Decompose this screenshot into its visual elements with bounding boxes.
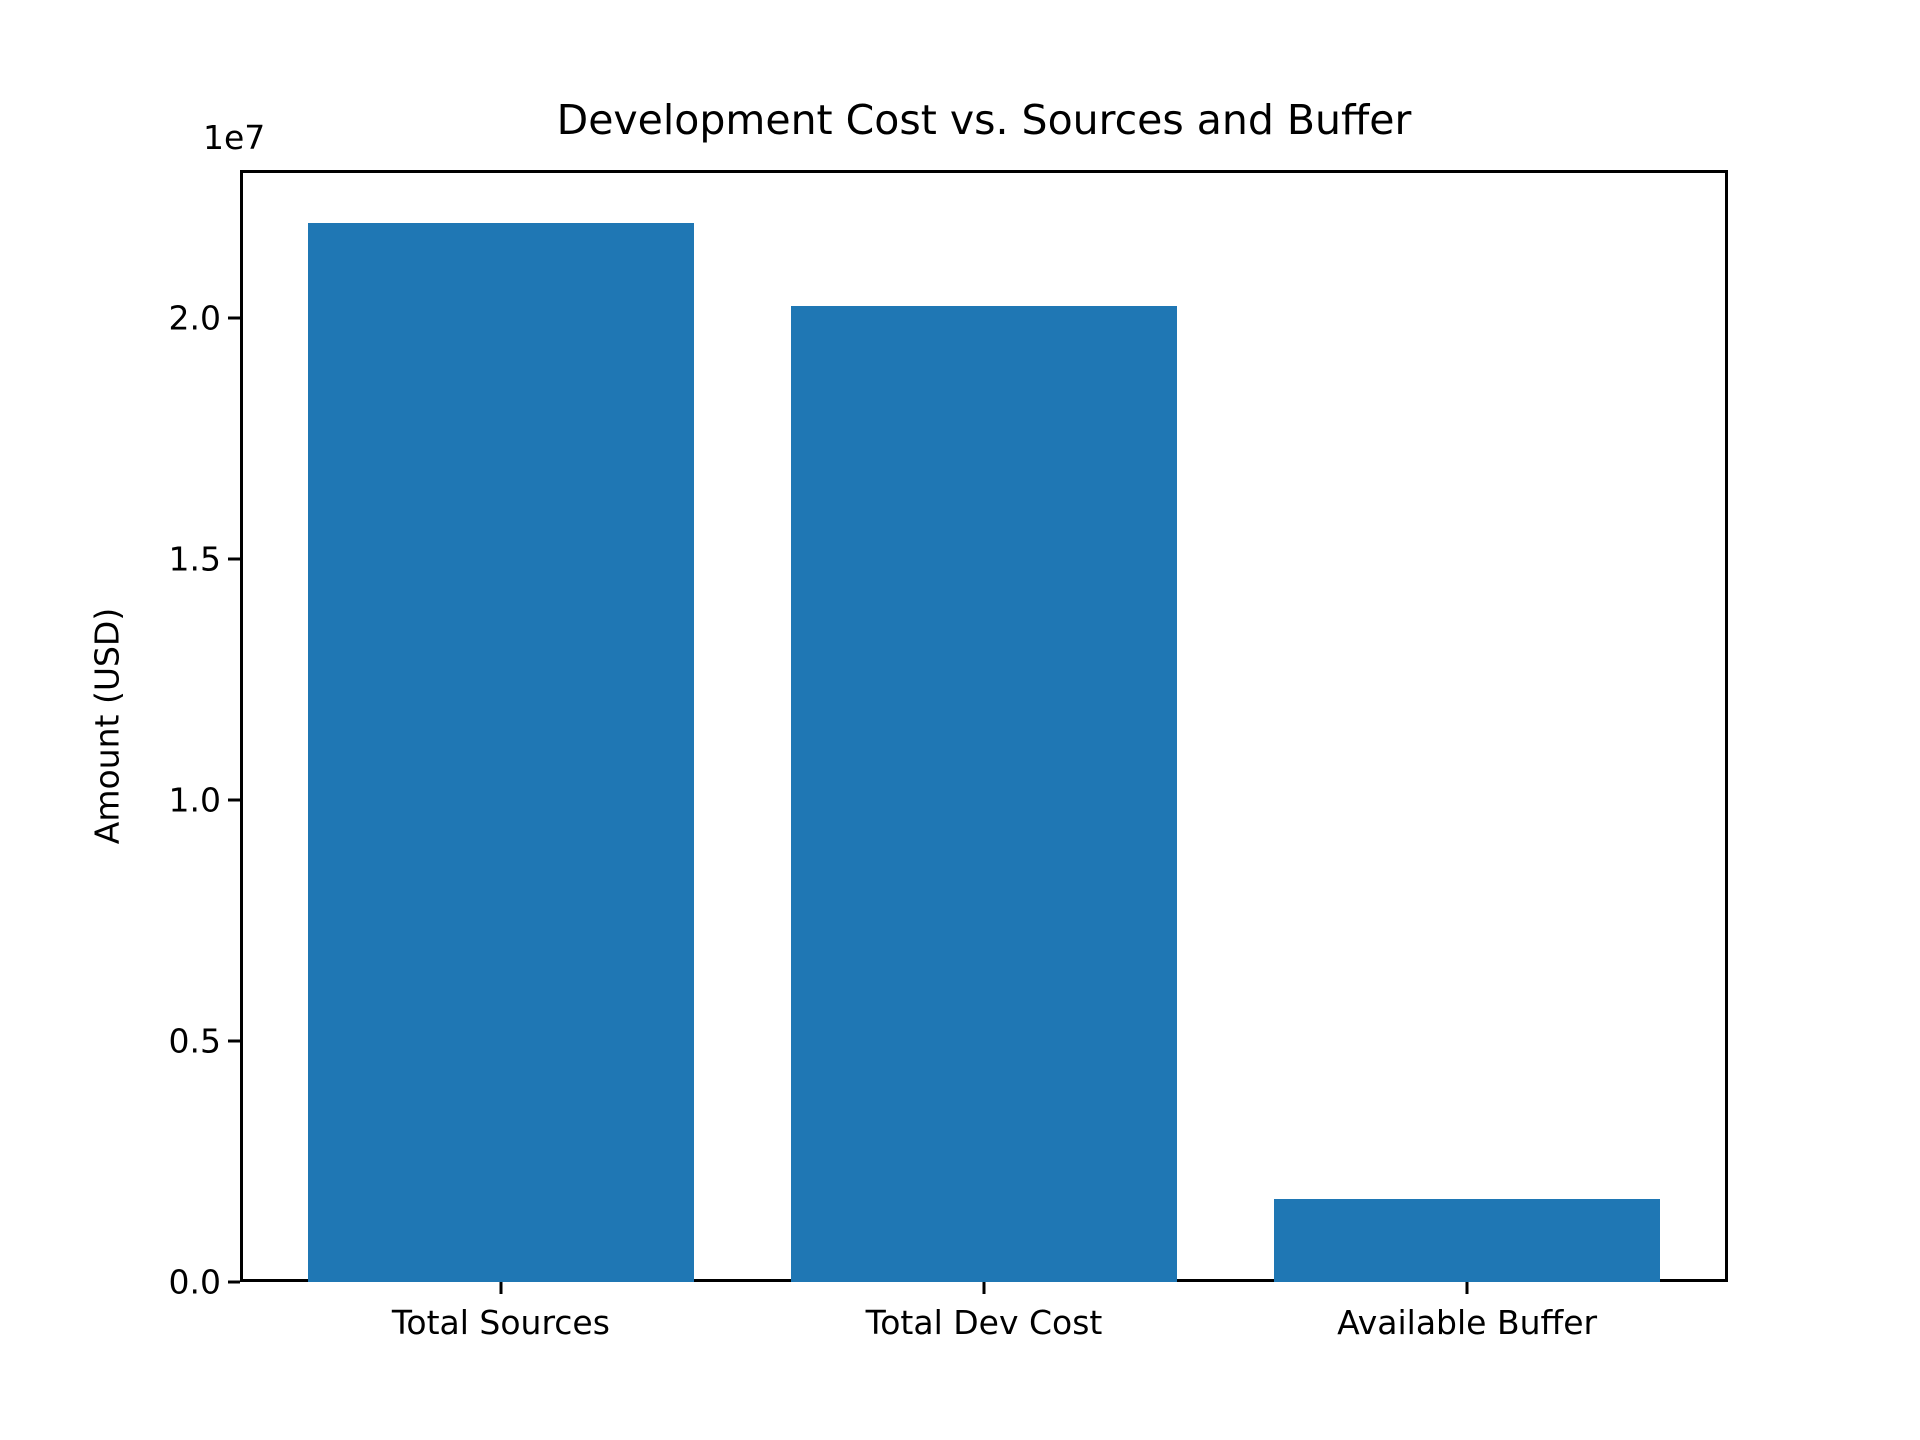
- y-tick-mark: [228, 557, 240, 561]
- x-tick-mark: [982, 1282, 986, 1294]
- y-tick-label: 1.5: [168, 539, 221, 579]
- y-tick-mark: [228, 1280, 240, 1284]
- plot-area: [240, 170, 1728, 1282]
- y-tick-label: 2.0: [168, 298, 221, 338]
- y-tick-mark: [228, 798, 240, 802]
- bar-total-sources: [307, 222, 695, 1282]
- bar-total-dev-cost: [790, 306, 1178, 1282]
- x-tick-label-total-sources: Total Sources: [391, 1303, 610, 1342]
- x-tick-label-available-buffer: Available Buffer: [1337, 1303, 1598, 1342]
- y-tick-label: 0.5: [168, 1021, 221, 1061]
- y-axis-scale-offset-label: 1e7: [203, 118, 266, 157]
- bar-available-buffer: [1273, 1198, 1661, 1282]
- x-tick-mark: [499, 1282, 503, 1294]
- x-tick-mark: [1465, 1282, 1469, 1294]
- y-tick-label: 0.0: [168, 1262, 221, 1302]
- y-tick-label: 1.0: [168, 780, 221, 820]
- x-tick-label-total-dev-cost: Total Dev Cost: [865, 1303, 1103, 1342]
- y-tick-mark: [228, 1039, 240, 1043]
- y-tick-mark: [228, 316, 240, 320]
- chart-title: Development Cost vs. Sources and Buffer: [556, 96, 1412, 144]
